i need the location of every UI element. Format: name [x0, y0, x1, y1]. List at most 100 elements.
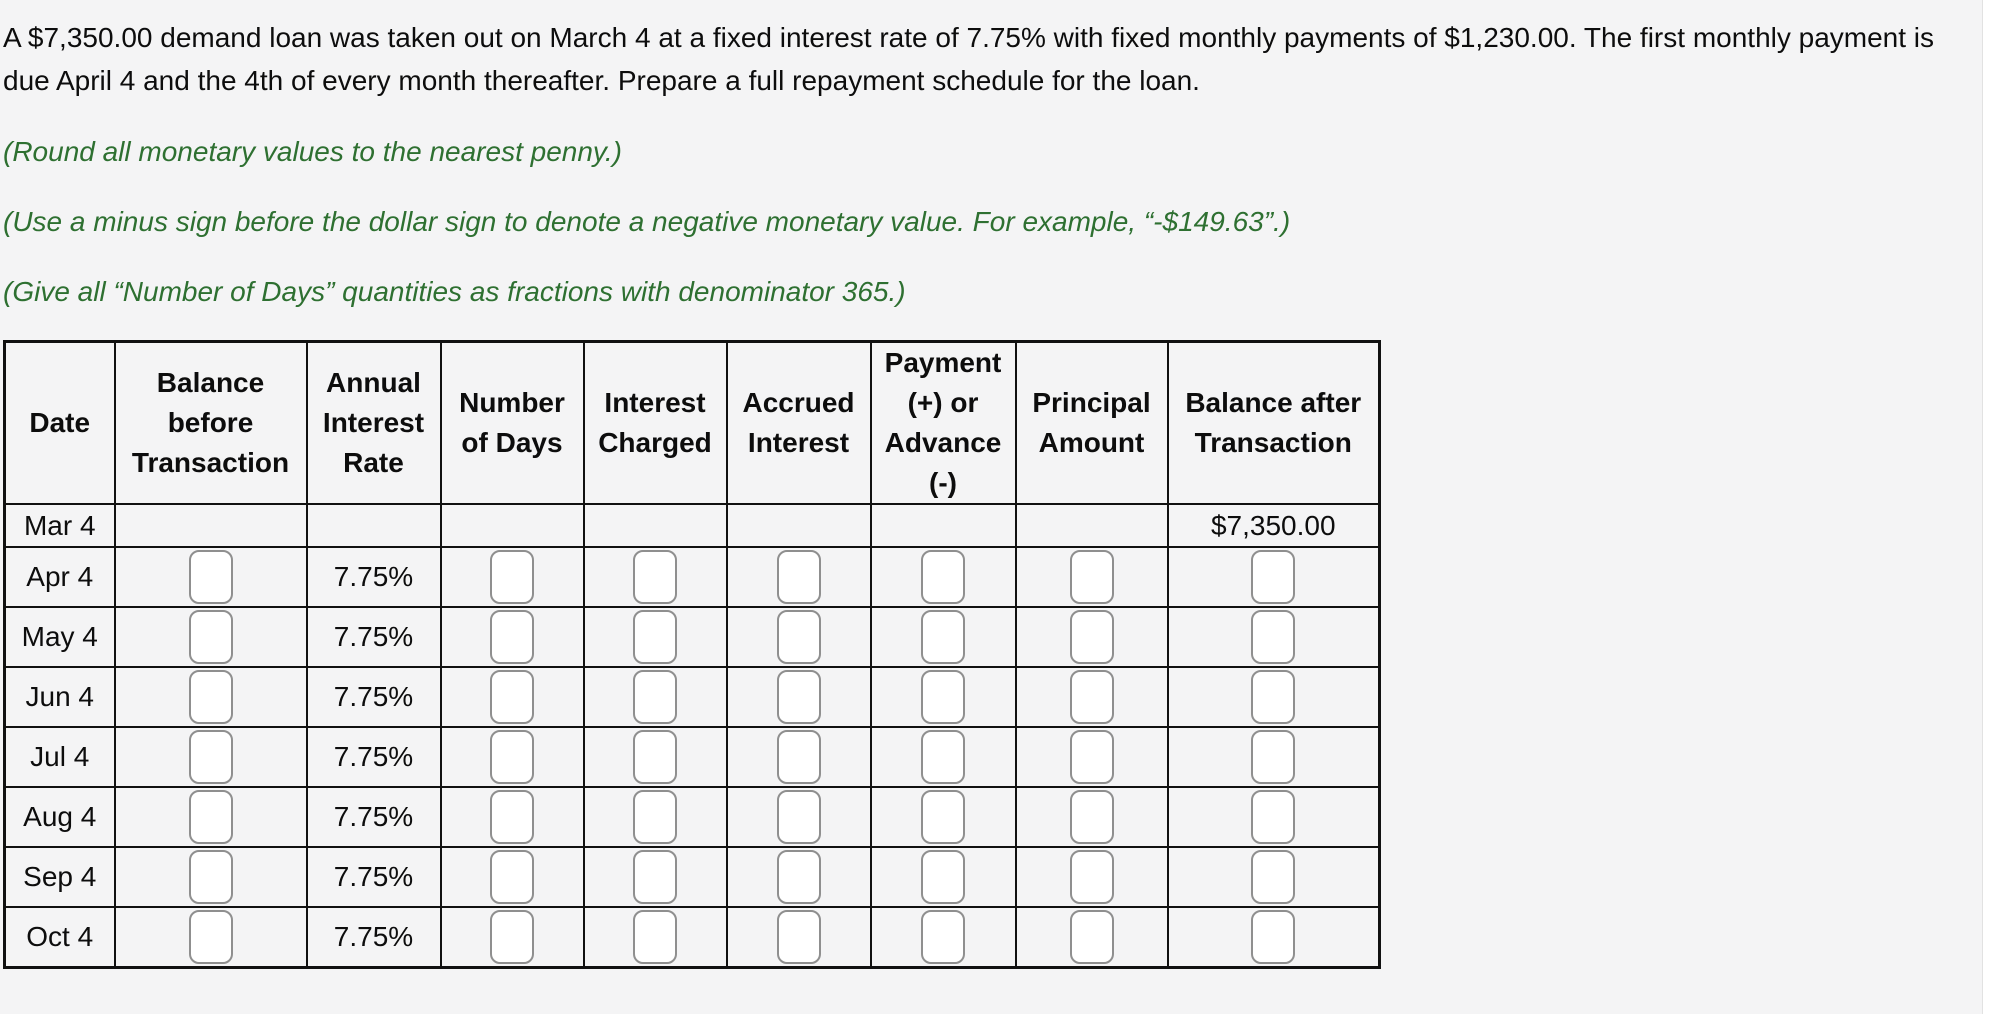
content-area: A $7,350.00 demand loan was taken out on… — [3, 22, 1935, 969]
cell-number-of-days — [439, 546, 585, 608]
cell-date: Sep 4 — [3, 846, 116, 908]
cell-date: Mar 4 — [3, 503, 116, 548]
cell-number-of-days — [439, 846, 585, 908]
problem-statement: A $7,350.00 demand loan was taken out on… — [3, 22, 1935, 96]
accrued-interest-input[interactable] — [776, 610, 821, 664]
balance-after-input[interactable] — [1251, 730, 1296, 784]
balance-after-input[interactable] — [1251, 610, 1296, 664]
number-of-days-input[interactable] — [490, 730, 534, 784]
number-of-days-input[interactable] — [490, 850, 534, 904]
cell-date: Apr 4 — [3, 546, 116, 608]
instruction-rounding: (Round all monetary values to the neares… — [3, 136, 622, 167]
cell-annual-rate: 7.75% — [305, 606, 442, 668]
principal-amount-input[interactable] — [1069, 909, 1114, 964]
scrollbar-track[interactable] — [1982, 0, 2002, 1014]
accrued-interest-input[interactable] — [776, 550, 821, 604]
balance-after-input[interactable] — [1251, 670, 1296, 724]
cell-payment-advance — [869, 726, 1017, 788]
cell-interest-charged — [582, 726, 728, 788]
cell-accrued-interest — [725, 546, 872, 608]
interest-charged-input[interactable] — [633, 730, 677, 784]
cell-interest-charged — [582, 906, 728, 968]
number-of-days-input[interactable] — [490, 790, 534, 844]
cell-number-of-days — [439, 503, 585, 548]
balance-before-input[interactable] — [188, 610, 233, 664]
payment-advance-input[interactable] — [921, 670, 965, 724]
cell-balance-after — [1166, 606, 1381, 668]
table-row-oct-4: Oct 4 7.75% — [3, 906, 1381, 968]
payment-advance-input[interactable] — [921, 850, 965, 904]
cell-balance-after — [1166, 726, 1381, 788]
interest-charged-input[interactable] — [633, 909, 677, 964]
principal-amount-input[interactable] — [1069, 550, 1114, 604]
cell-interest-charged — [582, 846, 728, 908]
interest-charged-input[interactable] — [633, 610, 677, 664]
repayment-schedule-table: Date Balance before Transaction Annual I… — [3, 340, 1381, 969]
table-row-apr-4: Apr 4 7.75% — [3, 546, 1381, 608]
instruction-number-of-days: (Give all “Number of Days” quantities as… — [3, 276, 906, 307]
cell-accrued-interest — [725, 846, 872, 908]
cell-date: Aug 4 — [3, 786, 116, 848]
cell-interest-charged — [582, 786, 728, 848]
balance-after-input[interactable] — [1251, 850, 1296, 904]
cell-balance-after: $7,350.00 — [1166, 503, 1381, 548]
cell-payment-advance — [869, 786, 1017, 848]
interest-charged-input[interactable] — [633, 550, 677, 604]
principal-amount-input[interactable] — [1069, 670, 1114, 724]
cell-payment-advance — [869, 606, 1017, 668]
cell-number-of-days — [439, 606, 585, 668]
balance-after-input[interactable] — [1251, 909, 1296, 964]
payment-advance-input[interactable] — [921, 730, 965, 784]
cell-principal-amount — [1014, 546, 1169, 608]
cell-payment-advance — [869, 846, 1017, 908]
cell-accrued-interest — [725, 606, 872, 668]
cell-balance-after — [1166, 906, 1381, 968]
cell-annual-rate: 7.75% — [305, 546, 442, 608]
interest-charged-input[interactable] — [633, 670, 677, 724]
accrued-interest-input[interactable] — [776, 730, 821, 784]
payment-advance-input[interactable] — [921, 550, 965, 604]
number-of-days-input[interactable] — [490, 670, 534, 724]
accrued-interest-input[interactable] — [776, 670, 821, 724]
cell-balance-before — [113, 606, 308, 668]
number-of-days-input[interactable] — [490, 550, 534, 604]
balance-before-input[interactable] — [188, 909, 233, 964]
balance-before-input[interactable] — [188, 790, 233, 844]
accrued-interest-input[interactable] — [776, 790, 821, 844]
principal-amount-input[interactable] — [1069, 790, 1114, 844]
cell-interest-charged — [582, 503, 728, 548]
interest-charged-input[interactable] — [633, 790, 677, 844]
column-header-number-of-days: Number of Days — [439, 340, 585, 505]
column-header-balance-after: Balance after Transaction — [1166, 340, 1381, 505]
accrued-interest-input[interactable] — [776, 909, 821, 964]
cell-accrued-interest — [725, 786, 872, 848]
number-of-days-input[interactable] — [490, 610, 534, 664]
payment-advance-input[interactable] — [921, 909, 965, 964]
payment-advance-input[interactable] — [921, 790, 965, 844]
cell-payment-advance — [869, 666, 1017, 728]
cell-annual-rate: 7.75% — [305, 666, 442, 728]
table-row-jun-4: Jun 4 7.75% — [3, 666, 1381, 728]
balance-before-input[interactable] — [188, 550, 233, 604]
cell-number-of-days — [439, 786, 585, 848]
cell-number-of-days — [439, 906, 585, 968]
accrued-interest-input[interactable] — [776, 850, 821, 904]
cell-date: May 4 — [3, 606, 116, 668]
balance-after-input[interactable] — [1251, 790, 1296, 844]
principal-amount-input[interactable] — [1069, 850, 1114, 904]
payment-advance-input[interactable] — [921, 610, 965, 664]
number-of-days-input[interactable] — [490, 909, 534, 964]
principal-amount-input[interactable] — [1069, 610, 1114, 664]
table-row-jul-4: Jul 4 7.75% — [3, 726, 1381, 788]
balance-before-input[interactable] — [188, 850, 233, 904]
interest-charged-input[interactable] — [633, 850, 677, 904]
cell-number-of-days — [439, 666, 585, 728]
principal-amount-input[interactable] — [1069, 730, 1114, 784]
balance-before-input[interactable] — [188, 670, 233, 724]
cell-annual-rate: 7.75% — [305, 726, 442, 788]
balance-after-input[interactable] — [1251, 550, 1296, 604]
balance-before-input[interactable] — [188, 730, 233, 784]
cell-balance-after — [1166, 786, 1381, 848]
column-header-principal-amount: Principal Amount — [1014, 340, 1169, 505]
cell-interest-charged — [582, 546, 728, 608]
